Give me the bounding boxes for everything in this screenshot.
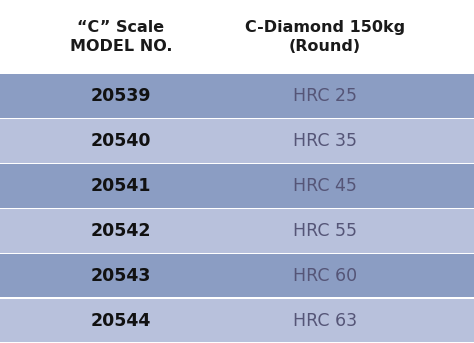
Bar bbox=[0, 164, 474, 208]
Bar bbox=[0, 209, 474, 252]
Text: HRC 63: HRC 63 bbox=[292, 311, 357, 330]
Text: HRC 35: HRC 35 bbox=[292, 132, 357, 150]
Text: 20544: 20544 bbox=[91, 311, 151, 330]
Bar bbox=[0, 254, 474, 297]
Text: 20541: 20541 bbox=[91, 177, 151, 195]
Text: 20539: 20539 bbox=[91, 87, 151, 105]
Text: HRC 45: HRC 45 bbox=[293, 177, 356, 195]
Text: HRC 60: HRC 60 bbox=[292, 267, 357, 285]
Bar bbox=[0, 119, 474, 163]
Text: C-Diamond 150kg
(Round): C-Diamond 150kg (Round) bbox=[245, 20, 405, 54]
Text: “C” Scale
MODEL NO.: “C” Scale MODEL NO. bbox=[70, 20, 172, 54]
Text: 20542: 20542 bbox=[91, 222, 151, 240]
Text: HRC 25: HRC 25 bbox=[292, 87, 357, 105]
Text: HRC 55: HRC 55 bbox=[292, 222, 357, 240]
Bar bbox=[0, 299, 474, 342]
Text: 20540: 20540 bbox=[91, 132, 151, 150]
Text: 20543: 20543 bbox=[91, 267, 151, 285]
Bar bbox=[0, 74, 474, 118]
